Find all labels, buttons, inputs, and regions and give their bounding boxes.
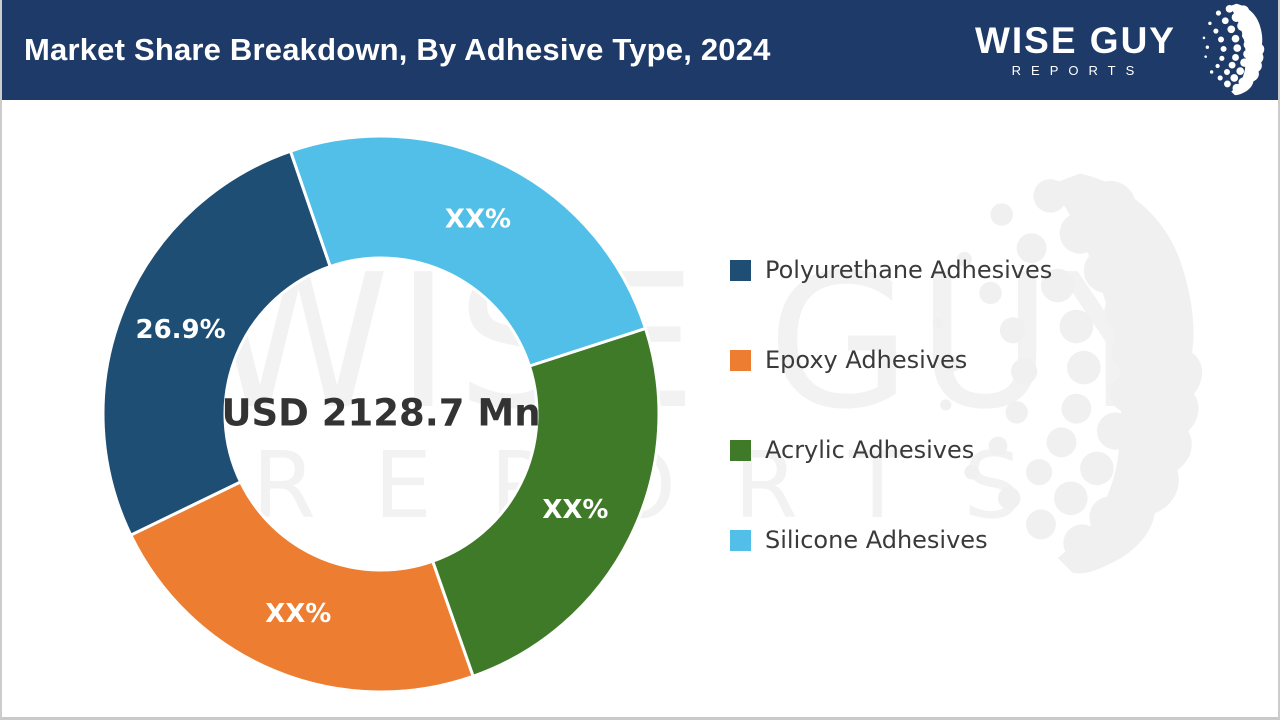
header-bar: Market Share Breakdown, By Adhesive Type… [2, 0, 1278, 100]
legend-label: Polyurethane Adhesives [765, 256, 1053, 284]
logo-text: WISE GUY REPORTS [974, 19, 1176, 79]
slice-percentage-label: XX% [542, 495, 608, 525]
page-title: Market Share Breakdown, By Adhesive Type… [24, 32, 771, 67]
logo-subtitle: REPORTS [1011, 63, 1145, 79]
legend-label: Silicone Adhesives [765, 526, 988, 554]
donut-svg: 26.9% XX% XX% XX% [101, 134, 661, 694]
legend-label: Acrylic Adhesives [765, 436, 975, 464]
slice-percentage-label: XX% [265, 599, 331, 629]
slice-percentage-label: 26.9% [135, 315, 225, 345]
legend-item: Acrylic Adhesives [730, 436, 1052, 464]
legend: Polyurethane Adhesives Epoxy Adhesives Acr… [730, 256, 1052, 554]
logo-face-icon [1178, 2, 1270, 98]
donut-center-label: USD 2128.7 Mn [221, 391, 541, 435]
donut-slice-acrylic-adhesives [431, 326, 661, 678]
logo-wordmark: WISE GUY [974, 19, 1176, 61]
wise-guy-reports-logo: WISE GUY REPORTS [975, 2, 1270, 98]
legend-item: Epoxy Adhesives [730, 346, 1052, 374]
donut-chart: 26.9% XX% XX% XX% USD 2128.7 Mn [100, 133, 662, 695]
legend-item: Polyurethane Adhesives [730, 256, 1052, 284]
donut-slice-silicone-adhesives [288, 134, 648, 368]
donut-slice-polyurethane-adhesives [101, 149, 332, 537]
legend-swatch [730, 349, 751, 371]
legend-swatch [730, 529, 751, 551]
legend-label: Epoxy Adhesives [765, 346, 968, 374]
legend-swatch [730, 439, 751, 461]
slice-percentage-label: XX% [445, 204, 511, 234]
donut-slice-epoxy-adhesives [129, 480, 475, 694]
legend-item: Silicone Adhesives [730, 526, 1052, 554]
legend-swatch [730, 259, 751, 281]
